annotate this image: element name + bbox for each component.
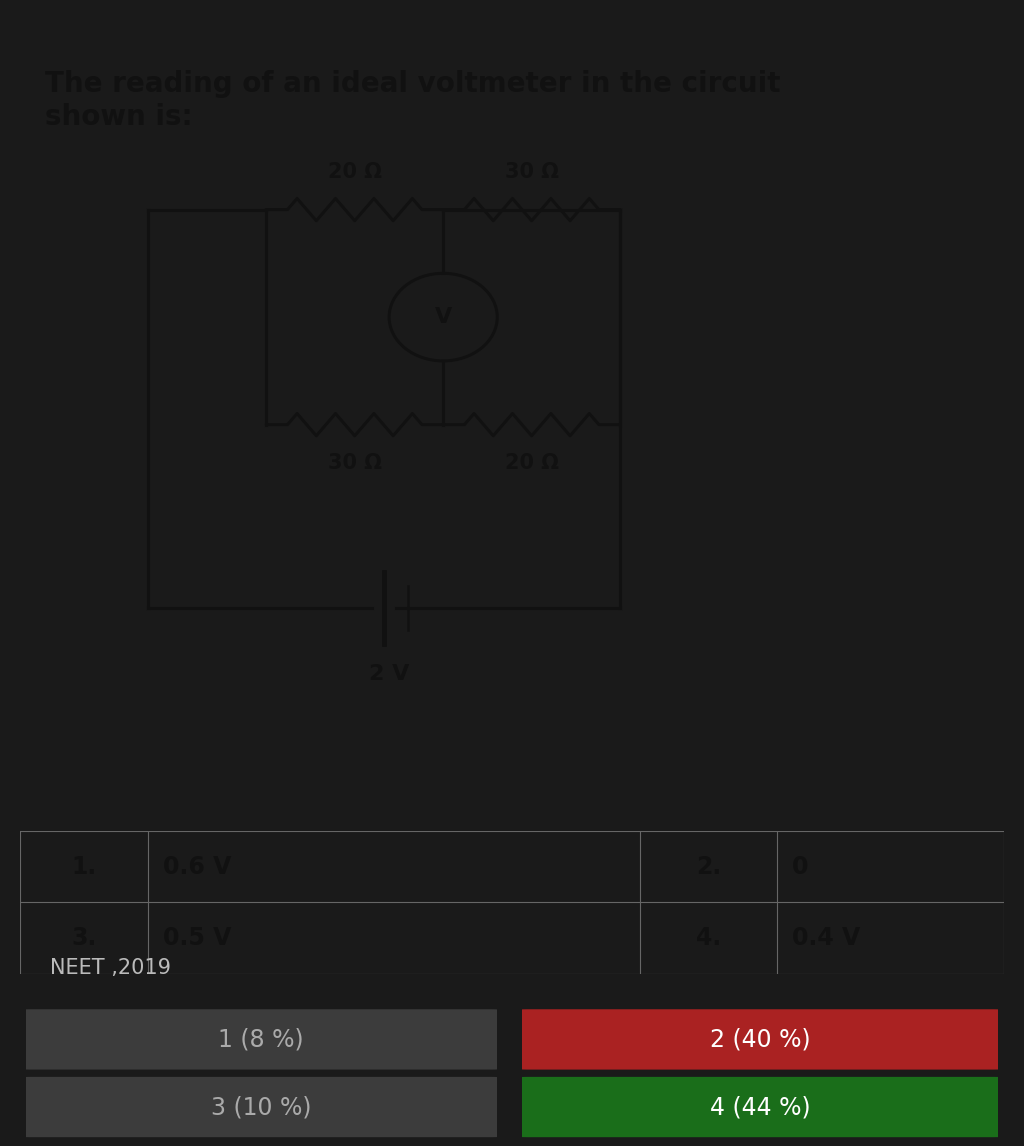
Text: 20 Ω: 20 Ω — [328, 162, 382, 182]
FancyBboxPatch shape — [20, 1077, 502, 1137]
Text: 4 (44 %): 4 (44 %) — [710, 1096, 811, 1118]
FancyBboxPatch shape — [20, 1010, 502, 1069]
FancyBboxPatch shape — [517, 1010, 1004, 1069]
Text: 0.6 V: 0.6 V — [163, 855, 231, 879]
Text: 3.: 3. — [72, 926, 97, 950]
Text: V: V — [434, 307, 452, 327]
Text: 2 V: 2 V — [369, 664, 410, 684]
Text: 0.5 V: 0.5 V — [163, 926, 231, 950]
Text: 30 Ω: 30 Ω — [505, 162, 559, 182]
Text: The reading of an ideal voltmeter in the circuit
shown is:: The reading of an ideal voltmeter in the… — [45, 70, 780, 131]
Text: 0.4 V: 0.4 V — [793, 926, 860, 950]
Text: 2 (40 %): 2 (40 %) — [710, 1028, 811, 1051]
Text: NEET ,2019: NEET ,2019 — [50, 958, 171, 979]
Text: 1.: 1. — [72, 855, 97, 879]
Text: 2.: 2. — [696, 855, 721, 879]
Text: 0: 0 — [793, 855, 809, 879]
Text: 20 Ω: 20 Ω — [505, 453, 559, 472]
Text: 30 Ω: 30 Ω — [328, 453, 382, 472]
Text: 3 (10 %): 3 (10 %) — [211, 1096, 311, 1118]
Text: 4.: 4. — [696, 926, 721, 950]
Text: 1 (8 %): 1 (8 %) — [218, 1028, 304, 1051]
FancyBboxPatch shape — [517, 1077, 1004, 1137]
